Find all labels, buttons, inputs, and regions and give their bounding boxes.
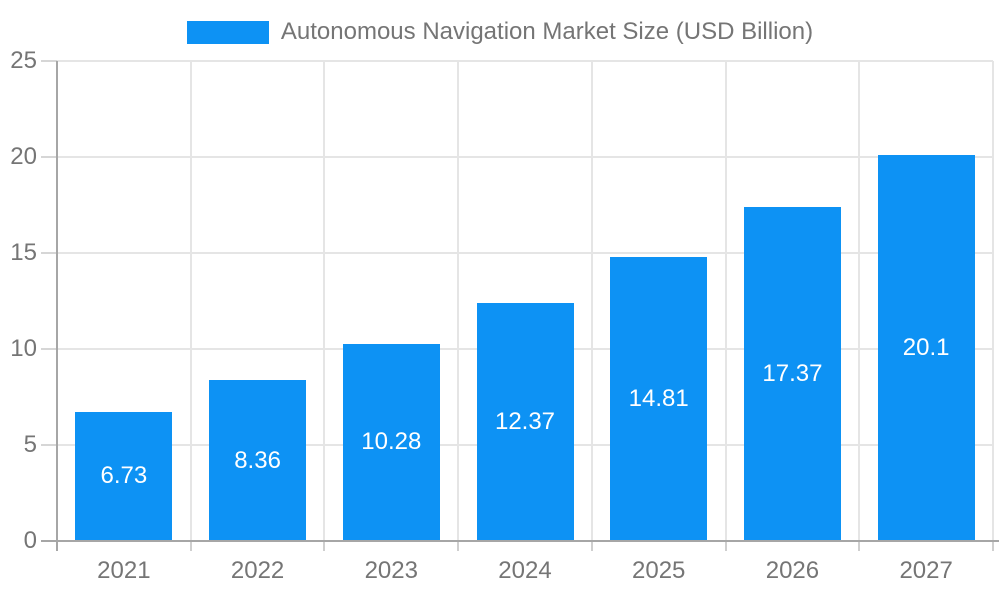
bar-2022 <box>209 380 307 541</box>
x-axis-label-2023: 2023 <box>364 557 418 584</box>
tick-x-5 <box>724 541 727 551</box>
x-axis-label-2025: 2025 <box>632 557 686 584</box>
bar-2027 <box>877 155 975 541</box>
legend-label: Autonomous Navigation Market Size (USD B… <box>280 18 814 45</box>
bar-2021 <box>75 411 173 541</box>
bar-value-2024: 12.37 <box>494 408 556 436</box>
gridline-x-7 <box>992 61 994 541</box>
x-axis-label-2026: 2026 <box>765 557 820 584</box>
bar-value-2023: 10.28 <box>361 428 422 456</box>
bar-2025 <box>610 256 708 541</box>
gridline-x-4 <box>590 61 593 541</box>
y-axis-label-15: 15 <box>10 239 37 266</box>
bar-2026 <box>743 207 841 541</box>
x-axis-label-2021: 2021 <box>97 557 151 584</box>
gridline-y-25 <box>57 60 993 62</box>
bar-value-2026: 17.37 <box>762 360 823 388</box>
x-axis-label-2022: 2022 <box>230 557 285 584</box>
tick-y-5 <box>41 444 57 446</box>
bar-value-2025: 14.81 <box>628 384 689 412</box>
x-axis-label-2024: 2024 <box>498 557 552 584</box>
gridline-x-1 <box>189 61 192 541</box>
tick-y-25 <box>41 60 57 62</box>
legend-swatch-icon <box>186 20 269 44</box>
tick-x-2 <box>323 541 326 551</box>
bar-2023 <box>342 343 440 541</box>
gridline-y-20 <box>57 156 993 158</box>
tick-x-0 <box>56 541 58 551</box>
gridline-x-5 <box>724 61 727 541</box>
y-axis-label-0: 0 <box>23 527 37 554</box>
tick-x-4 <box>590 541 593 551</box>
tick-x-3 <box>457 541 460 551</box>
tick-y-10 <box>41 348 57 350</box>
bar-2024 <box>476 303 574 541</box>
tick-y-20 <box>41 156 57 158</box>
gridline-y-15 <box>57 252 993 254</box>
x-axis-label-2027: 2027 <box>899 557 953 584</box>
chart-legend[interactable]: Autonomous Navigation Market Size (USD B… <box>0 18 1000 46</box>
bar-value-2027: 20.1 <box>902 334 950 362</box>
tick-x-1 <box>189 541 192 551</box>
bar-value-2022: 8.36 <box>234 446 281 474</box>
gridline-x-3 <box>457 61 460 541</box>
y-axis-label-5: 5 <box>23 431 37 458</box>
bar-value-2021: 6.73 <box>100 462 148 490</box>
y-axis-label-10: 10 <box>10 335 37 362</box>
tick-y-0 <box>41 540 57 542</box>
tick-y-15 <box>41 252 57 254</box>
tick-x-7 <box>992 541 994 551</box>
y-axis-line <box>56 61 58 543</box>
y-axis-label-25: 25 <box>10 47 37 74</box>
x-axis-line <box>55 540 999 542</box>
gridline-x-6 <box>858 61 861 541</box>
tick-x-6 <box>858 541 861 551</box>
gridline-x-2 <box>323 61 326 541</box>
y-axis-label-20: 20 <box>10 143 37 170</box>
